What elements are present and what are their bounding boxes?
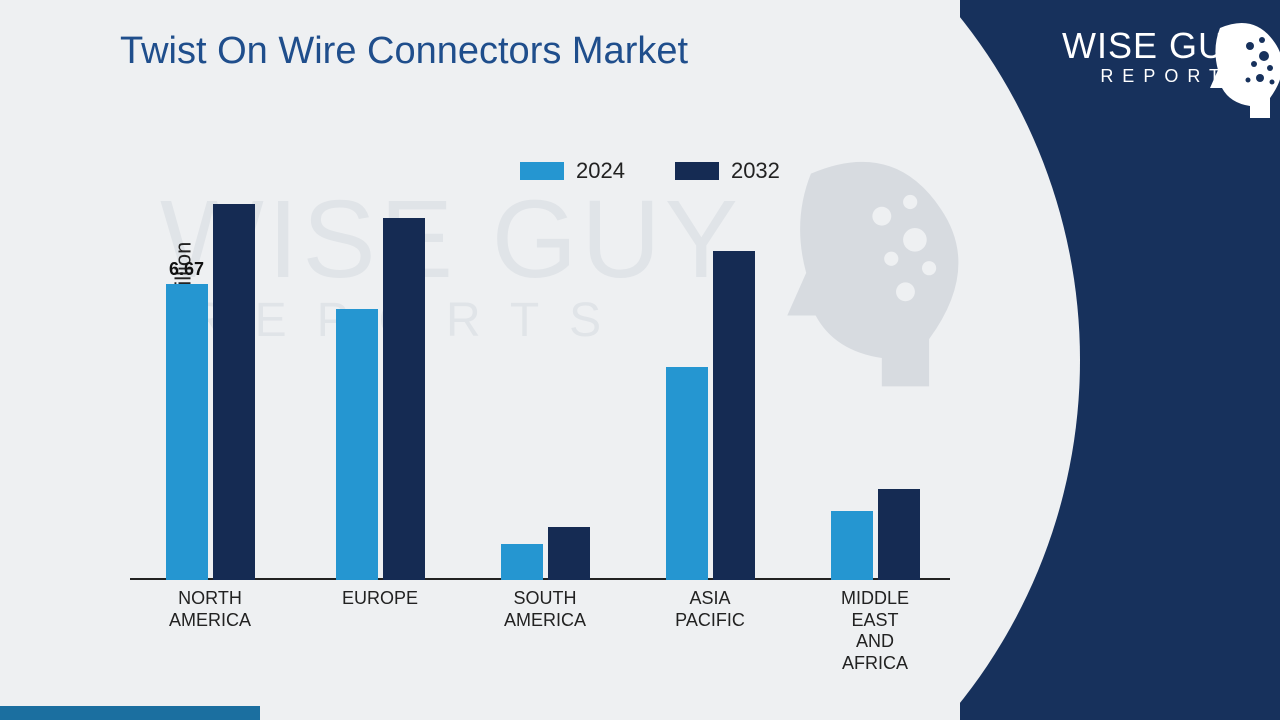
bar-2032-na	[213, 204, 255, 580]
category-label-eu: EUROPE	[310, 580, 450, 610]
bar-group-eu: EUROPE	[320, 218, 440, 580]
plot-region: 6.67NORTHAMERICA EUROPE SOUTHAMERICA ASIAPA…	[130, 180, 950, 580]
bar-2032-sa	[548, 527, 590, 580]
bar-2024-ap	[666, 367, 708, 580]
bar-2024-sa	[501, 544, 543, 580]
bar-group-mea: MIDDLEEASTANDAFRICA	[815, 489, 935, 580]
brand-logo-text: WISE GUY REPORTS	[1062, 28, 1250, 87]
bar-2032-ap	[713, 251, 755, 580]
bar-2032-eu	[383, 218, 425, 580]
bottom-accent-bar	[0, 706, 260, 720]
category-label-mea: MIDDLEEASTANDAFRICA	[805, 580, 945, 674]
bar-2024-na: 6.67	[166, 284, 208, 580]
bar-group-sa: SOUTHAMERICA	[485, 527, 605, 580]
bar-2024-mea	[831, 511, 873, 580]
category-label-ap: ASIAPACIFIC	[640, 580, 780, 631]
category-label-na: NORTHAMERICA	[140, 580, 280, 631]
bar-value-label-na: 6.67	[157, 259, 217, 280]
brand-name: WISE GUY	[1062, 28, 1250, 64]
bar-2024-eu	[336, 309, 378, 580]
chart-title: Twist On Wire Connectors Market	[120, 30, 688, 73]
brand-sub: REPORTS	[1062, 66, 1250, 87]
bar-group-na: 6.67NORTHAMERICA	[150, 204, 270, 580]
chart-canvas: WISE GUY REPORTS Twist On Wire Connector…	[0, 0, 1280, 720]
chart-area: Market Size in USD Billion 6.67NORTHAMER…	[100, 160, 950, 580]
category-label-sa: SOUTHAMERICA	[475, 580, 615, 631]
bar-group-ap: ASIAPACIFIC	[650, 251, 770, 580]
bar-2032-mea	[878, 489, 920, 580]
